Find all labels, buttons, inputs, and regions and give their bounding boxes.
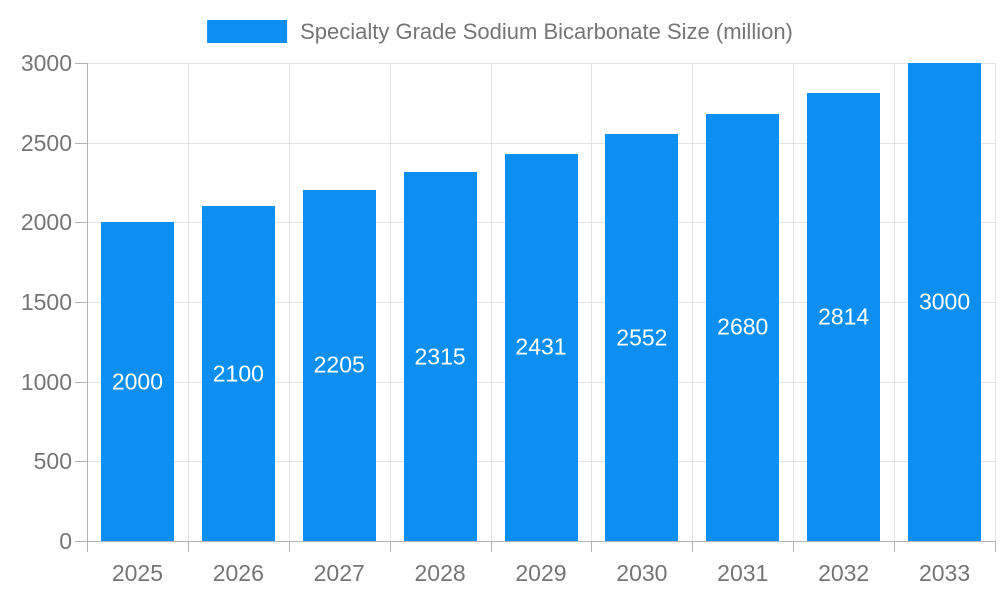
- bar-2031[interactable]: 2680: [706, 113, 780, 541]
- bar-value-label: 3000: [918, 288, 971, 315]
- x-gridline: [995, 63, 996, 541]
- y-axis-label: 1500: [20, 289, 72, 315]
- x-axis-tick: [288, 541, 290, 552]
- y-axis-tick: [75, 461, 87, 463]
- bar-value-label: 2431: [515, 333, 567, 360]
- x-axis-label: 2026: [212, 560, 264, 586]
- y-axis-label: 2000: [20, 209, 72, 236]
- y-axis-label: 0: [59, 528, 72, 554]
- chart-title: Specialty Grade Sodium Bicarbonate Size …: [300, 19, 793, 44]
- bar-value-label: 2205: [313, 351, 365, 378]
- bar-value-label: 2552: [616, 324, 668, 351]
- x-gridline: [187, 63, 189, 541]
- x-axis-tick: [793, 541, 795, 552]
- y-axis-label: 500: [33, 448, 72, 475]
- x-axis-label: 2029: [515, 560, 567, 586]
- y-axis-label: 1000: [20, 368, 72, 395]
- x-axis-tick: [894, 541, 896, 552]
- y-axis-tick: [75, 222, 87, 224]
- x-axis-tick: [692, 541, 694, 552]
- legend-swatch[interactable]: [207, 20, 288, 43]
- x-axis-tick: [187, 541, 189, 552]
- x-axis-label: 2032: [818, 560, 870, 586]
- bar-2033[interactable]: 3000: [908, 63, 982, 541]
- bar-2032[interactable]: 2814: [807, 92, 881, 541]
- x-gridline: [490, 63, 492, 541]
- x-axis-label: 2033: [918, 560, 971, 586]
- x-axis-tick: [591, 541, 593, 552]
- x-axis-tick: [490, 541, 492, 552]
- bar-2027[interactable]: 2205: [302, 189, 376, 541]
- x-axis-label: 2028: [414, 560, 466, 586]
- x-gridline: [288, 63, 290, 541]
- x-axis-label: 2025: [111, 560, 164, 586]
- bar-value-label: 2814: [818, 303, 870, 330]
- y-axis-label: 3000: [20, 50, 72, 76]
- bar-value-label: 2315: [414, 343, 466, 370]
- bar-2029[interactable]: 2431: [504, 153, 578, 541]
- bar-2028[interactable]: 2315: [403, 172, 477, 541]
- y-axis-tick: [75, 381, 87, 383]
- x-gridline: [692, 63, 694, 541]
- x-axis-tick: [995, 541, 996, 552]
- x-axis-line: [75, 541, 995, 542]
- y-axis-tick: [75, 63, 87, 64]
- y-axis-label: 2500: [20, 129, 72, 156]
- x-axis-label: 2031: [717, 560, 769, 586]
- x-gridline: [894, 63, 896, 541]
- x-axis-label: 2027: [313, 560, 365, 586]
- legend[interactable]: Specialty Grade Sodium Bicarbonate Size …: [207, 20, 793, 43]
- x-gridline: [591, 63, 593, 541]
- bar-2030[interactable]: 2552: [605, 134, 679, 541]
- x-gridline: [793, 63, 795, 541]
- y-axis-tick: [75, 302, 87, 303]
- bar-value-label: 2680: [717, 313, 769, 340]
- x-gridline: [389, 63, 391, 541]
- bar-2026[interactable]: 2100: [201, 206, 275, 541]
- bar-value-label: 2000: [111, 368, 164, 395]
- bar-value-label: 2100: [212, 360, 264, 387]
- x-axis-label: 2030: [616, 560, 668, 586]
- y-axis-tick: [75, 142, 87, 144]
- y-axis-line: [87, 63, 88, 552]
- x-axis-tick: [389, 541, 391, 552]
- y-gridline: [87, 142, 995, 144]
- y-gridline: [87, 63, 995, 64]
- bar-2025[interactable]: 2000: [100, 222, 174, 541]
